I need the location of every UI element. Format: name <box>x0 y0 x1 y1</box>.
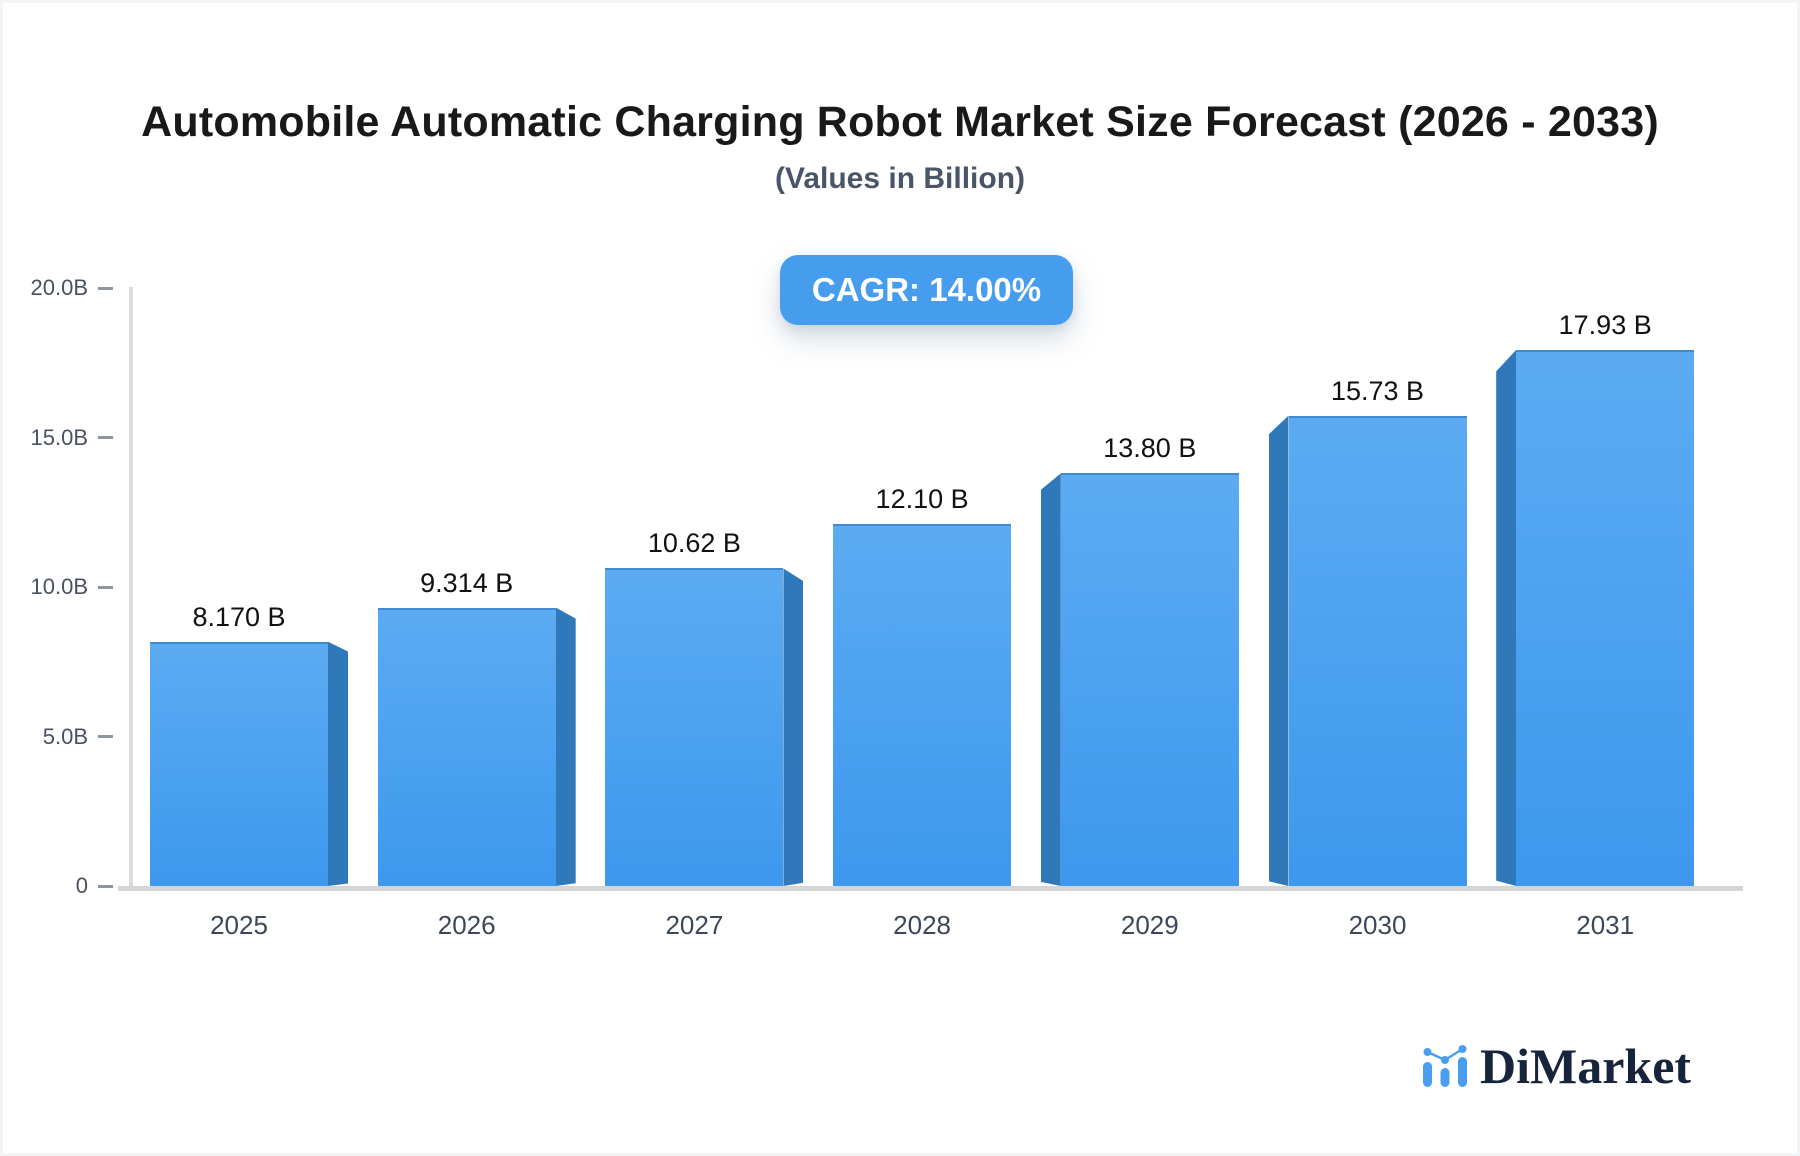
cagr-badge: CAGR: 14.00% <box>780 255 1073 325</box>
brand-logo: DiMarket <box>1422 1038 1691 1094</box>
y-axis-tick-label: 5.0B <box>42 723 88 749</box>
y-axis-line <box>129 287 133 886</box>
bar-face <box>605 568 784 886</box>
bar-face <box>833 524 1012 886</box>
bar-side-face <box>783 568 804 886</box>
y-axis-tick <box>98 286 113 290</box>
bar-value-label: 10.62 B <box>647 528 741 559</box>
bar-value-label: 12.10 B <box>875 484 969 515</box>
bar-face <box>150 641 328 886</box>
y-axis-tick-label: 15.0B <box>30 424 89 450</box>
y-axis-tick <box>98 585 113 589</box>
bar-value-label: 9.314 B <box>420 567 514 598</box>
y-axis-tick <box>98 436 113 439</box>
bar-side-face <box>1268 415 1289 886</box>
x-axis-label: 2025 <box>210 910 268 940</box>
x-axis-label: 2028 <box>893 910 952 940</box>
x-axis-label: 2031 <box>1576 910 1635 940</box>
y-axis-tick-label: 20.0B <box>30 275 89 300</box>
bar-value-label: 13.80 B <box>1103 433 1197 464</box>
bar-face <box>1516 349 1695 886</box>
bar-value-label: 8.170 B <box>192 601 286 632</box>
bar-value-label: 17.93 B <box>1558 309 1652 340</box>
bar-face <box>377 607 556 886</box>
x-axis-label: 2026 <box>437 910 496 940</box>
y-axis-tick-label: 10.0B <box>30 574 89 599</box>
brand-logo-text: DiMarket <box>1480 1038 1692 1094</box>
x-axis-baseline <box>118 886 1743 891</box>
chart-subtitle: (Values in Billion) <box>774 162 1026 195</box>
bar-side-face <box>1040 473 1061 886</box>
x-axis-label: 2029 <box>1120 910 1179 940</box>
chart-title: Automobile Automatic Charging Robot Mark… <box>141 98 1659 146</box>
x-axis-label: 2030 <box>1348 910 1407 940</box>
y-axis-tick <box>98 884 113 888</box>
bar-chart-logo-icon <box>1423 1044 1467 1087</box>
y-axis-tick <box>98 735 113 738</box>
bar-side-face <box>1496 349 1517 886</box>
bar-value-label: 15.73 B <box>1330 375 1425 406</box>
bar-face <box>1288 415 1467 886</box>
bar-side-face <box>328 641 348 886</box>
bar-face <box>1060 473 1239 886</box>
x-axis-label: 2027 <box>665 910 724 940</box>
y-axis-tick-label: 0 <box>75 873 88 898</box>
bar-side-face <box>555 607 576 886</box>
